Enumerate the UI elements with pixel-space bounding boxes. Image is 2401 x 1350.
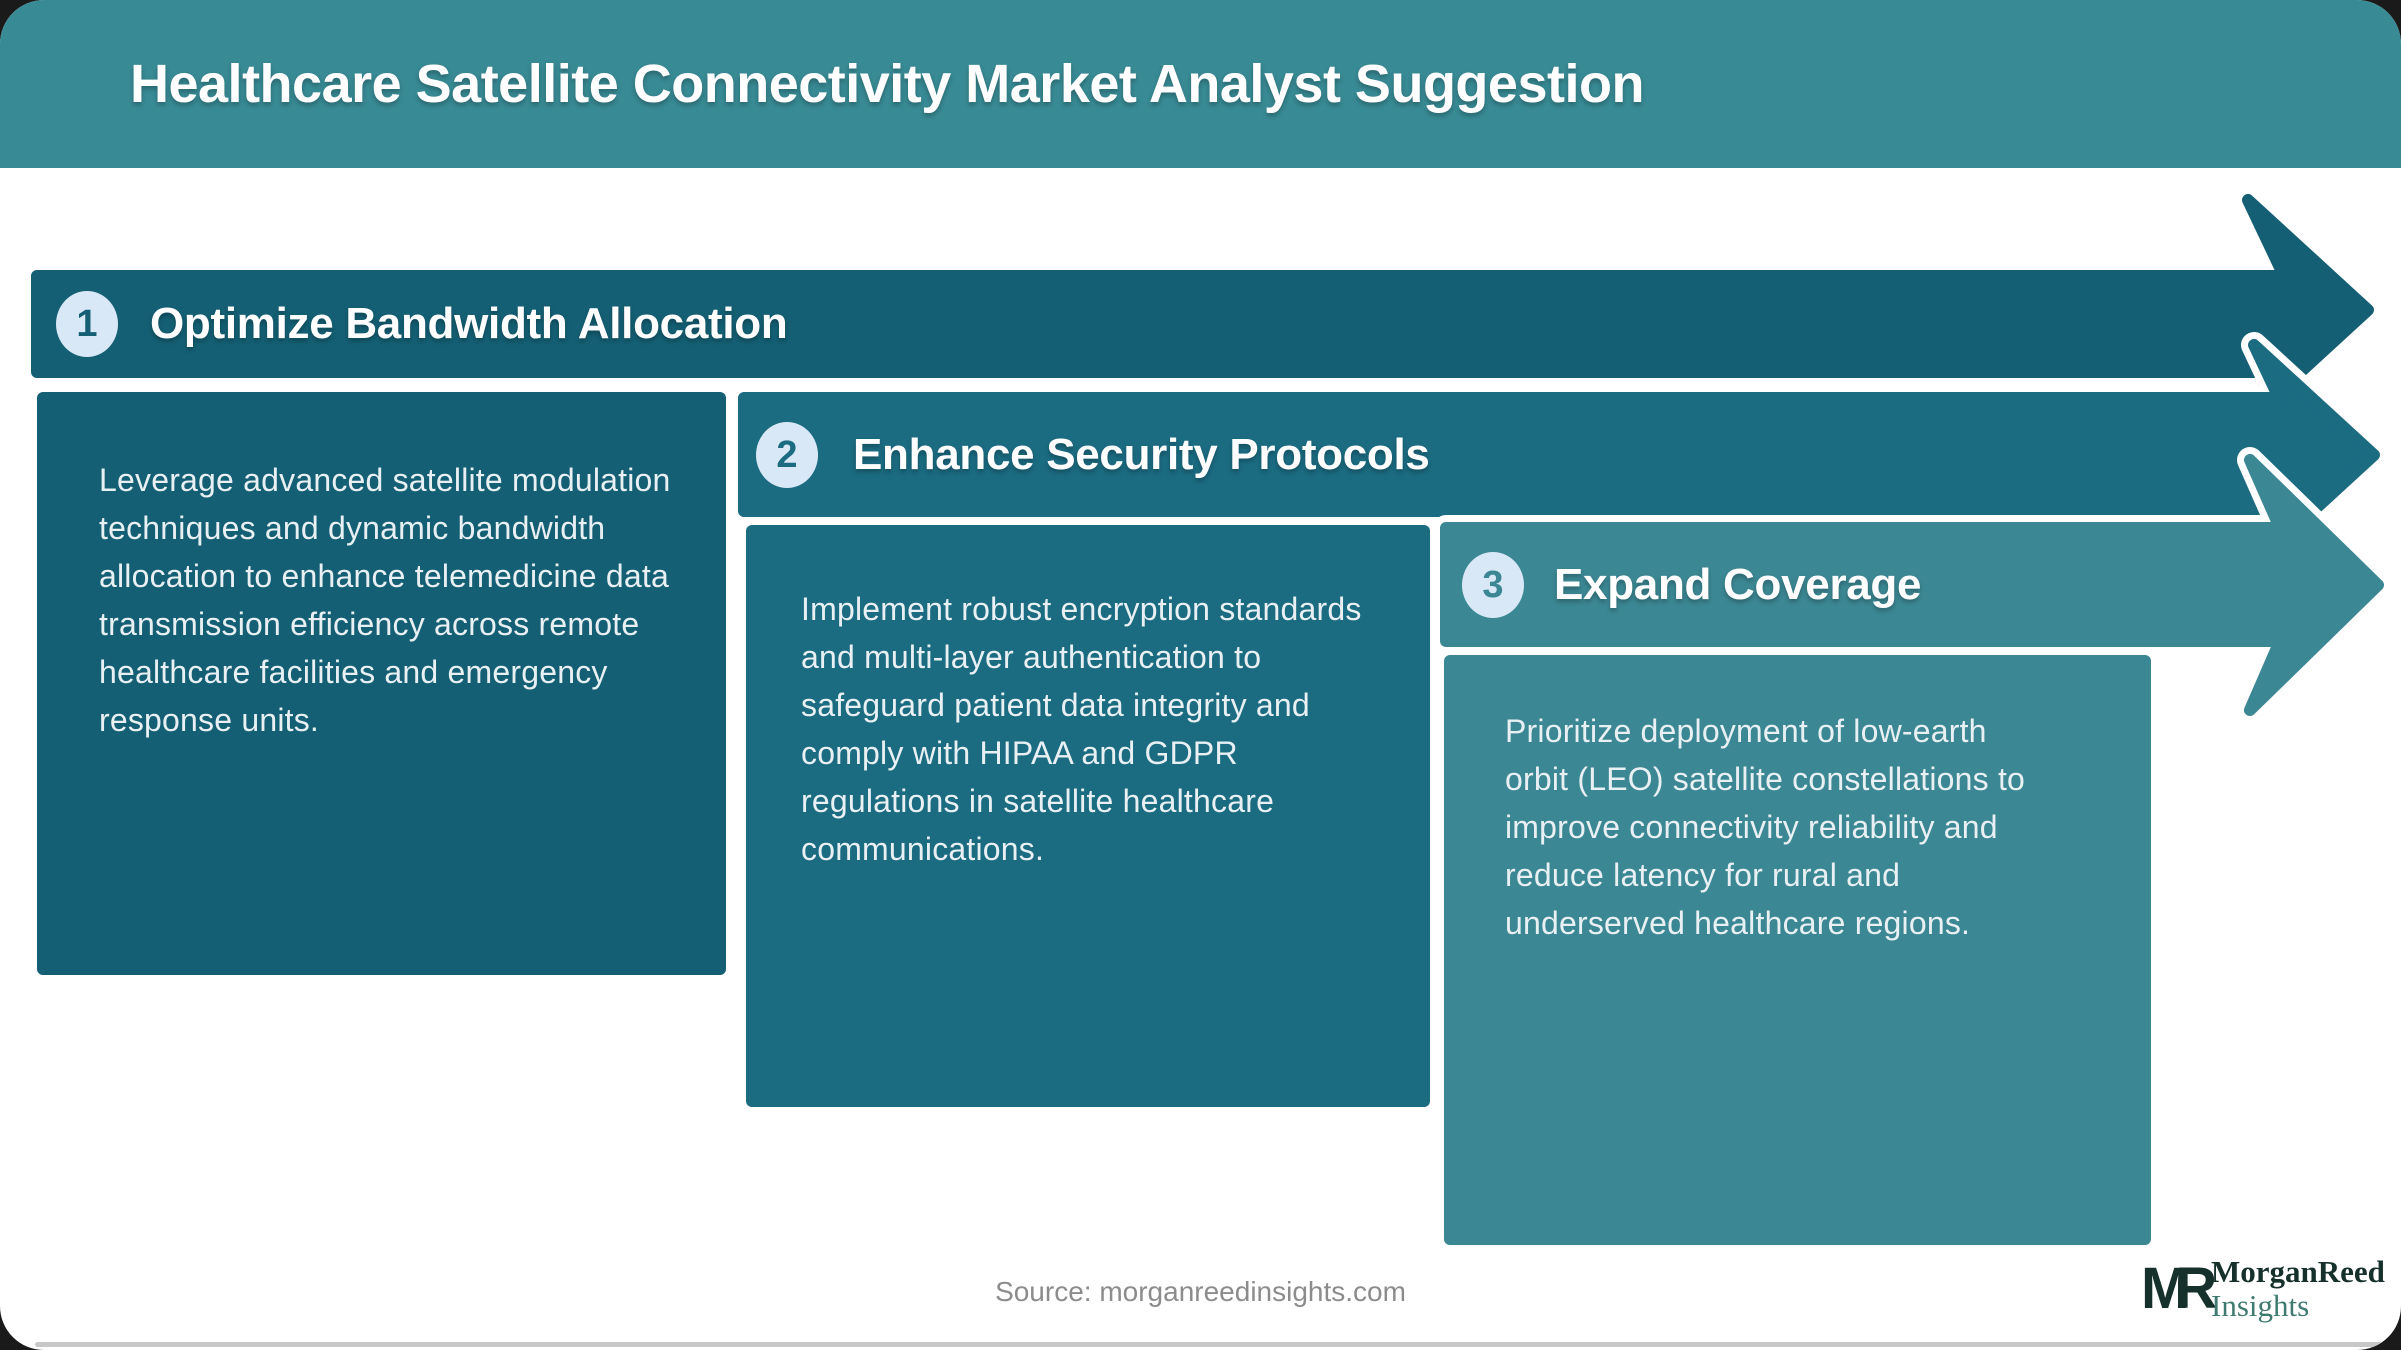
step3-title: Expand Coverage: [1554, 560, 1922, 609]
brand-suffix: Insights: [2211, 1288, 2310, 1323]
step1-arrow-banner: [24, 187, 2381, 433]
step1-title: Optimize Bandwidth Allocation: [150, 299, 788, 348]
title-bar: Healthcare Satellite Connectivity Market…: [0, 0, 2401, 168]
brand-monogram-text: MR: [2141, 1256, 2216, 1321]
step2-number-badge: 2: [756, 422, 818, 488]
step3-description-box: Prioritize deployment of low-earth orbit…: [1444, 655, 2151, 1245]
step3-arrow-shape: [1440, 454, 2384, 716]
brand-name: MorganReed: [2211, 1254, 2385, 1289]
step1-arrow-shape: [31, 194, 2374, 426]
step2-title: Enhance Security Protocols: [853, 430, 1430, 479]
step2-description-box: Implement robust encryption standards an…: [746, 525, 1430, 1107]
step2-description: Implement robust encryption standards an…: [801, 591, 1362, 867]
step3-arrow-banner: [1433, 447, 2391, 723]
page-title: Healthcare Satellite Connectivity Market…: [130, 54, 1644, 114]
step1-description: Leverage advanced satellite modulation t…: [99, 462, 671, 738]
brand-logo: MR MorganReed Insights: [2141, 1250, 2391, 1330]
brand-monogram-icon: MR: [2141, 1256, 2219, 1321]
step1-number-badge: 1: [56, 291, 118, 357]
step1-description-box: Leverage advanced satellite modulation t…: [37, 392, 726, 975]
horizontal-scrollbar[interactable]: [35, 1342, 2395, 1347]
source-text: Source: morganreedinsights.com: [995, 1276, 1406, 1307]
step3-number-badge: 3: [1462, 552, 1524, 618]
step3-description: Prioritize deployment of low-earth orbit…: [1505, 713, 2026, 941]
